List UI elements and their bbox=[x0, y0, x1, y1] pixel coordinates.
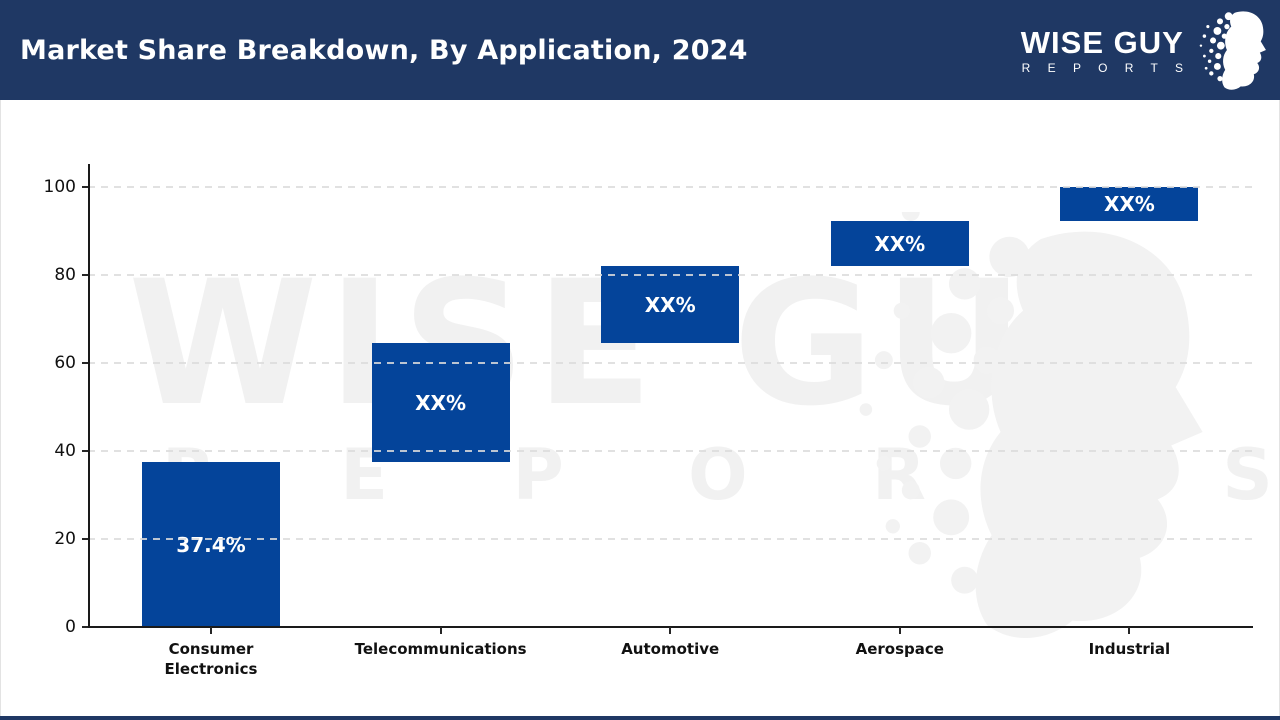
y-axis-tick-60 bbox=[82, 362, 88, 364]
logo-text-reports: R E P O R T S bbox=[1021, 60, 1190, 75]
x-axis-label-line: Aerospace bbox=[855, 640, 944, 658]
header-bar: Market Share Breakdown, By Application, … bbox=[0, 0, 1280, 100]
logo-face-icon bbox=[1199, 11, 1266, 90]
bar-consumer-electronics: 37.4% bbox=[142, 462, 280, 627]
x-axis-tick-1 bbox=[439, 627, 442, 634]
x-axis-label-3: Aerospace bbox=[785, 639, 1015, 659]
x-axis-label-1: Telecommunications bbox=[326, 639, 556, 659]
x-axis-label-line: Telecommunications bbox=[354, 640, 527, 658]
gridline-80 bbox=[88, 274, 1253, 276]
y-axis-tick-40 bbox=[82, 450, 88, 452]
x-axis-tick-0 bbox=[210, 627, 212, 634]
y-axis-tick-100 bbox=[82, 186, 88, 188]
x-axis-label-line: Electronics bbox=[164, 660, 258, 678]
x-axis-label-line: Automotive bbox=[621, 640, 720, 658]
y-axis-tick-80 bbox=[82, 274, 88, 276]
y-axis-label-20: 20 bbox=[54, 529, 76, 549]
x-axis-label-0: Consumer Electronics bbox=[96, 639, 326, 679]
page-title: Market Share Breakdown, By Application, … bbox=[20, 34, 748, 66]
bar-aerospace: XX% bbox=[830, 220, 969, 267]
x-axis-tick-2 bbox=[669, 627, 672, 634]
x-axis-label-line: Consumer bbox=[168, 640, 254, 658]
watermark-face-icon bbox=[859, 212, 1203, 639]
bar-industrial: XX% bbox=[1060, 187, 1199, 221]
bar-value-label: XX% bbox=[874, 231, 926, 256]
gridline-60 bbox=[88, 362, 1253, 364]
x-axis-tick-3 bbox=[898, 627, 901, 634]
y-axis-tick-20 bbox=[82, 538, 88, 540]
gridline-100 bbox=[88, 186, 1253, 188]
footer-bar bbox=[0, 716, 1280, 720]
y-axis-tick-0 bbox=[82, 626, 88, 628]
y-axis-label-80: 80 bbox=[54, 265, 76, 285]
x-axis-label-4: Industrial bbox=[1014, 639, 1244, 659]
y-axis-spine bbox=[88, 164, 90, 627]
gridline-20 bbox=[88, 538, 1253, 540]
bar-value-label: XX% bbox=[644, 292, 696, 317]
bar-automotive: XX% bbox=[601, 266, 740, 344]
bar-value-label: XX% bbox=[415, 390, 467, 415]
brand-logo: WISE GUY R E P O R T S bbox=[1015, 6, 1272, 94]
gridline-40 bbox=[88, 450, 1253, 452]
x-axis-label-2: Automotive bbox=[555, 639, 785, 659]
x-axis-label-line: Industrial bbox=[1088, 640, 1171, 658]
logo-text-wiseguy: WISE GUY bbox=[1020, 24, 1184, 60]
logo-wordmark: WISE GUY R E P O R T S bbox=[1015, 24, 1190, 75]
y-axis-label-100: 100 bbox=[43, 177, 76, 197]
bar-value-label: 37.4% bbox=[176, 532, 246, 557]
y-axis-label-40: 40 bbox=[54, 441, 76, 461]
x-axis-tick-4 bbox=[1128, 627, 1131, 634]
bar-value-label: XX% bbox=[1103, 191, 1155, 216]
y-axis-label-60: 60 bbox=[54, 353, 76, 373]
y-axis-label-0: 0 bbox=[65, 617, 76, 637]
